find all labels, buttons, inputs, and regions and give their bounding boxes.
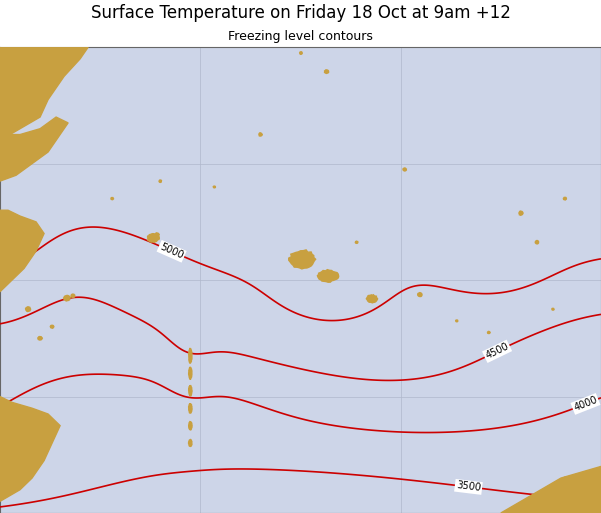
Polygon shape <box>487 331 490 333</box>
Polygon shape <box>64 295 70 301</box>
Polygon shape <box>288 250 316 269</box>
Polygon shape <box>0 210 44 292</box>
Polygon shape <box>189 440 192 446</box>
Polygon shape <box>38 337 42 340</box>
Polygon shape <box>50 325 54 328</box>
Polygon shape <box>355 241 358 243</box>
Text: Freezing level contours: Freezing level contours <box>228 30 373 43</box>
Polygon shape <box>325 70 329 73</box>
Polygon shape <box>0 397 60 501</box>
Polygon shape <box>189 422 192 430</box>
Polygon shape <box>564 477 566 479</box>
Text: Surface Temperature on Friday 18 Oct at 9am +12: Surface Temperature on Friday 18 Oct at … <box>91 4 510 22</box>
Polygon shape <box>213 186 215 188</box>
Polygon shape <box>189 403 192 413</box>
Polygon shape <box>403 168 406 171</box>
Polygon shape <box>111 198 114 200</box>
Polygon shape <box>418 292 422 297</box>
Polygon shape <box>552 308 554 310</box>
Text: 3500: 3500 <box>456 481 481 494</box>
Polygon shape <box>0 47 88 141</box>
Polygon shape <box>189 385 192 396</box>
Polygon shape <box>300 52 302 54</box>
Polygon shape <box>155 233 159 236</box>
Polygon shape <box>563 198 566 200</box>
Polygon shape <box>535 241 538 244</box>
Text: 5000: 5000 <box>158 242 185 261</box>
Polygon shape <box>367 295 377 303</box>
Polygon shape <box>0 117 68 181</box>
Polygon shape <box>501 466 601 513</box>
Polygon shape <box>519 211 523 215</box>
Polygon shape <box>26 307 31 311</box>
Polygon shape <box>189 367 192 380</box>
Polygon shape <box>71 294 75 298</box>
Polygon shape <box>147 233 159 243</box>
Polygon shape <box>456 320 458 322</box>
Polygon shape <box>189 348 192 363</box>
Polygon shape <box>159 180 162 183</box>
Text: 4500: 4500 <box>484 342 510 361</box>
Polygon shape <box>259 133 262 136</box>
Polygon shape <box>317 270 339 282</box>
Text: 4000: 4000 <box>572 395 599 413</box>
